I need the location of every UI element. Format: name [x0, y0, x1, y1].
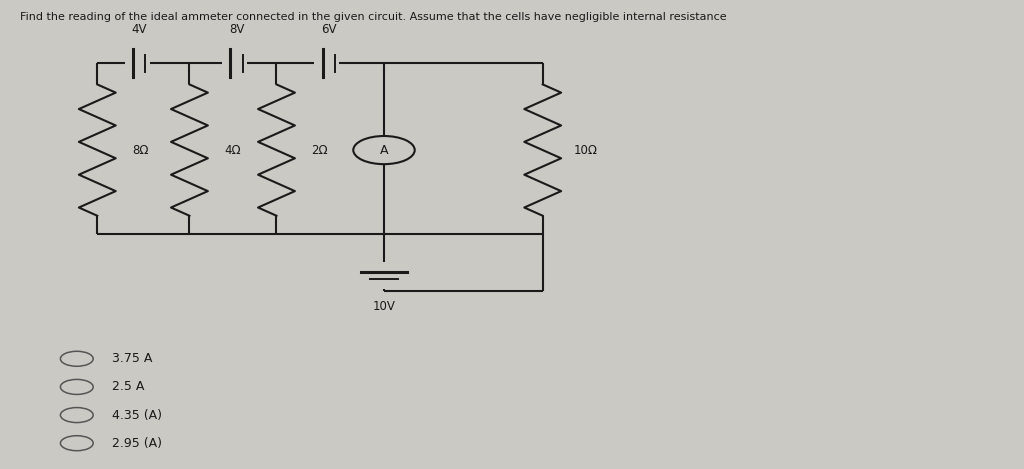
Text: 10V: 10V	[373, 300, 395, 313]
Text: Find the reading of the ideal ammeter connected in the given circuit. Assume tha: Find the reading of the ideal ammeter co…	[20, 12, 727, 22]
Text: 6V: 6V	[321, 23, 337, 36]
Text: 4V: 4V	[131, 23, 147, 36]
Text: 4Ω: 4Ω	[224, 144, 241, 157]
Text: 10Ω: 10Ω	[573, 144, 598, 157]
Text: 3.75 A: 3.75 A	[112, 352, 152, 365]
Text: 4.35 (A): 4.35 (A)	[112, 408, 162, 422]
Text: A: A	[380, 144, 388, 157]
Text: 8V: 8V	[228, 23, 245, 36]
Text: 2Ω: 2Ω	[311, 144, 328, 157]
Text: 8Ω: 8Ω	[132, 144, 148, 157]
Text: 2.95 (A): 2.95 (A)	[112, 437, 162, 450]
Text: 2.5 A: 2.5 A	[112, 380, 144, 393]
